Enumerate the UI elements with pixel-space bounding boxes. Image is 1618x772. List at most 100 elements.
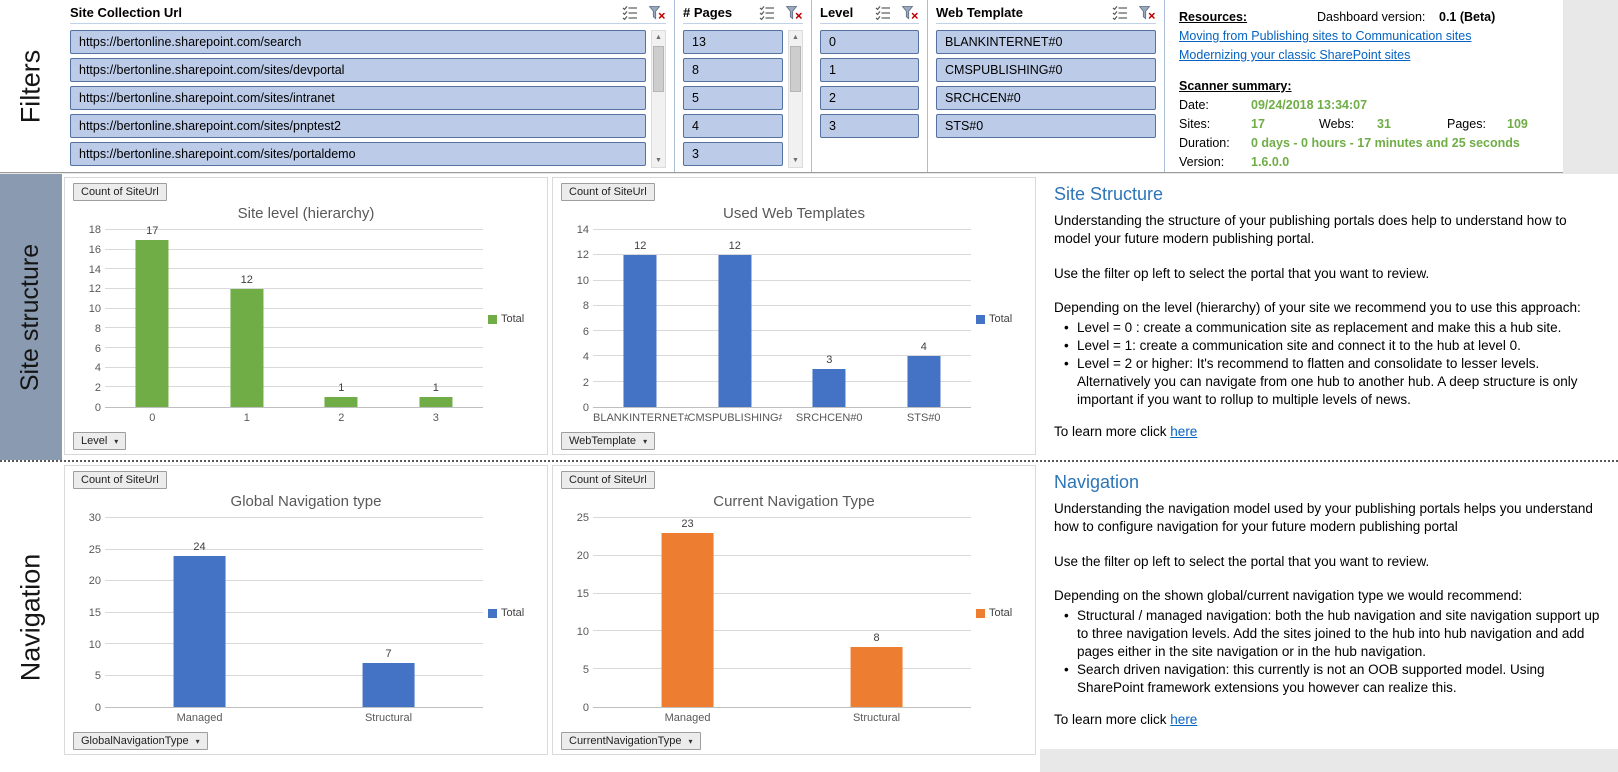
y-axis: 0 5 10 15 20 25 bbox=[561, 512, 593, 728]
axis-field-button[interactable]: WebTemplate ▾ bbox=[561, 432, 656, 450]
value-field-button[interactable]: Count of SiteUrl bbox=[561, 183, 655, 201]
slicer-item[interactable]: CMSPUBLISHING#0 bbox=[936, 58, 1156, 82]
scroll-up-arrow[interactable]: ▲ bbox=[792, 34, 799, 41]
slicer-scrollbar[interactable]: ▲ ▼ bbox=[651, 30, 666, 168]
resources-heading: Resources: bbox=[1179, 10, 1248, 24]
scroll-down-arrow[interactable]: ▼ bbox=[655, 157, 662, 164]
axis-button-row: GlobalNavigationType ▾ bbox=[73, 731, 539, 750]
gridline bbox=[105, 517, 483, 518]
y-tick-label: 0 bbox=[94, 702, 101, 714]
navigation-section: Navigation Count of SiteUrl Global Naviga… bbox=[0, 460, 1618, 772]
slicer-item[interactable]: https://bertonline.sharepoint.com/search bbox=[70, 30, 646, 54]
axis-field-button[interactable]: GlobalNavigationType ▾ bbox=[73, 732, 208, 750]
dropdown-caret-icon: ▾ bbox=[195, 736, 200, 746]
learn-more-link[interactable]: here bbox=[1170, 424, 1198, 440]
gridline bbox=[593, 304, 971, 306]
multi-select-icon[interactable] bbox=[758, 5, 776, 20]
bar-value-label: 12 bbox=[240, 274, 253, 287]
y-tick-label: 30 bbox=[88, 512, 101, 524]
gridline bbox=[105, 366, 483, 368]
learn-more-line: To learn more click here bbox=[1054, 712, 1600, 727]
slicer-item[interactable]: https://bertonline.sharepoint.com/sites/… bbox=[70, 86, 646, 110]
y-tick-label: 8 bbox=[94, 322, 101, 335]
multi-select-icon[interactable] bbox=[1111, 5, 1129, 20]
y-tick-label: 0 bbox=[582, 702, 589, 714]
value-field-button[interactable]: Count of SiteUrl bbox=[73, 183, 167, 201]
clear-filter-icon[interactable] bbox=[901, 5, 919, 20]
learn-more-link[interactable]: here bbox=[1170, 712, 1198, 728]
site-structure-section-label: Site structure bbox=[16, 243, 45, 391]
multi-select-icon[interactable] bbox=[874, 5, 892, 20]
clear-filter-icon[interactable] bbox=[785, 5, 803, 20]
slicer-item[interactable]: 8 bbox=[683, 58, 783, 82]
y-tick-label: 12 bbox=[576, 249, 589, 262]
slicer-item-list: 13 8 5 4 3 bbox=[683, 30, 783, 168]
slicer-item[interactable]: STS#0 bbox=[936, 114, 1156, 138]
chart-site-level-hierarchy: Count of SiteUrl Site level (hierarchy) 0 2… bbox=[64, 177, 548, 455]
x-category-label: SRCHCEN#0 bbox=[795, 412, 863, 424]
slicer-item[interactable]: 0 bbox=[820, 30, 919, 54]
slicer-scrollbar[interactable]: ▲ ▼ bbox=[788, 30, 803, 168]
scrollbar-thumb[interactable] bbox=[653, 46, 664, 93]
y-axis-labels: 0 2 4 6 8 10 12 14 bbox=[561, 224, 589, 414]
scrollbar-thumb[interactable] bbox=[790, 46, 801, 93]
sites-label: Sites: bbox=[1179, 117, 1211, 131]
value-field-button[interactable]: Count of SiteUrl bbox=[73, 471, 167, 489]
date-label: Date: bbox=[1179, 98, 1209, 112]
slicer-item[interactable]: https://bertonline.sharepoint.com/sites/… bbox=[70, 58, 646, 82]
y-axis-labels: 0 5 10 15 20 25 30 bbox=[73, 512, 101, 714]
slicer-item[interactable]: https://bertonline.sharepoint.com/sites/… bbox=[70, 142, 646, 166]
slicer-item[interactable]: https://bertonline.sharepoint.com/sites/… bbox=[70, 114, 646, 138]
y-tick-label: 10 bbox=[576, 626, 589, 638]
site-structure-label-strip: Site structure bbox=[0, 174, 62, 460]
scrollbar-track[interactable] bbox=[652, 44, 665, 154]
clear-filter-icon[interactable] bbox=[648, 5, 666, 20]
slicer-item[interactable]: 3 bbox=[683, 142, 783, 166]
gridline bbox=[105, 248, 483, 250]
gridline bbox=[593, 554, 971, 556]
slicer-item[interactable]: 2 bbox=[820, 86, 919, 110]
bar-value-label: 23 bbox=[681, 518, 694, 531]
bar-value-label: 12 bbox=[728, 240, 741, 253]
legend-item: Total bbox=[488, 607, 524, 619]
y-tick-label: 15 bbox=[88, 607, 101, 619]
x-category-label: 1 bbox=[243, 412, 250, 424]
bar-value-label: 1 bbox=[432, 382, 439, 395]
dropdown-caret-icon: ▾ bbox=[688, 736, 693, 746]
value-field-button[interactable]: Count of SiteUrl bbox=[561, 471, 655, 489]
multi-select-icon[interactable] bbox=[621, 5, 639, 20]
slicer-item[interactable]: SRCHCEN#0 bbox=[936, 86, 1156, 110]
slicer-item[interactable]: 4 bbox=[683, 114, 783, 138]
axis-field-button[interactable]: CurrentNavigationType ▾ bbox=[561, 732, 701, 750]
bar bbox=[362, 662, 415, 707]
scroll-down-arrow[interactable]: ▼ bbox=[792, 157, 799, 164]
clear-filter-icon[interactable] bbox=[1138, 5, 1156, 20]
chart-current-navigation-type: Count of SiteUrl Current Navigation Type 0… bbox=[552, 465, 1036, 755]
legend-item: Total bbox=[488, 313, 524, 325]
resource-link-modernizing-classic-sites[interactable]: Modernizing your classic SharePoint site… bbox=[1179, 48, 1411, 62]
filters-label-strip: Filters bbox=[0, 0, 62, 172]
slicer-item-list: 0 1 2 3 bbox=[820, 30, 919, 168]
gridline bbox=[105, 643, 483, 644]
bar-value-label: 4 bbox=[920, 341, 927, 354]
x-category-label: Structural bbox=[364, 712, 413, 724]
filters-section-label: Filters bbox=[15, 49, 46, 123]
y-tick-label: 14 bbox=[88, 263, 101, 276]
slicer-item[interactable]: 1 bbox=[820, 58, 919, 82]
plot-area: 17 12 1 1 bbox=[105, 225, 483, 408]
legend-swatch bbox=[976, 608, 985, 618]
scroll-up-arrow[interactable]: ▲ bbox=[655, 34, 662, 41]
slicer-item[interactable]: BLANKINTERNET#0 bbox=[936, 30, 1156, 54]
slicer-item[interactable]: 5 bbox=[683, 86, 783, 110]
x-category-label: 2 bbox=[338, 412, 345, 424]
chart-title: Global Navigation type bbox=[230, 493, 382, 510]
slicer-item[interactable]: 13 bbox=[683, 30, 783, 54]
slicer-title: # Pages bbox=[683, 5, 733, 20]
resource-link-publishing-to-communication[interactable]: Moving from Publishing sites to Communic… bbox=[1179, 29, 1472, 43]
scanner-version-label: Version: bbox=[1179, 155, 1225, 169]
axis-field-button[interactable]: Level ▾ bbox=[73, 432, 127, 450]
dropdown-caret-icon: ▾ bbox=[643, 436, 648, 446]
gridline bbox=[105, 347, 483, 348]
slicer-item[interactable]: 3 bbox=[820, 114, 919, 138]
scrollbar-track[interactable] bbox=[789, 44, 802, 154]
